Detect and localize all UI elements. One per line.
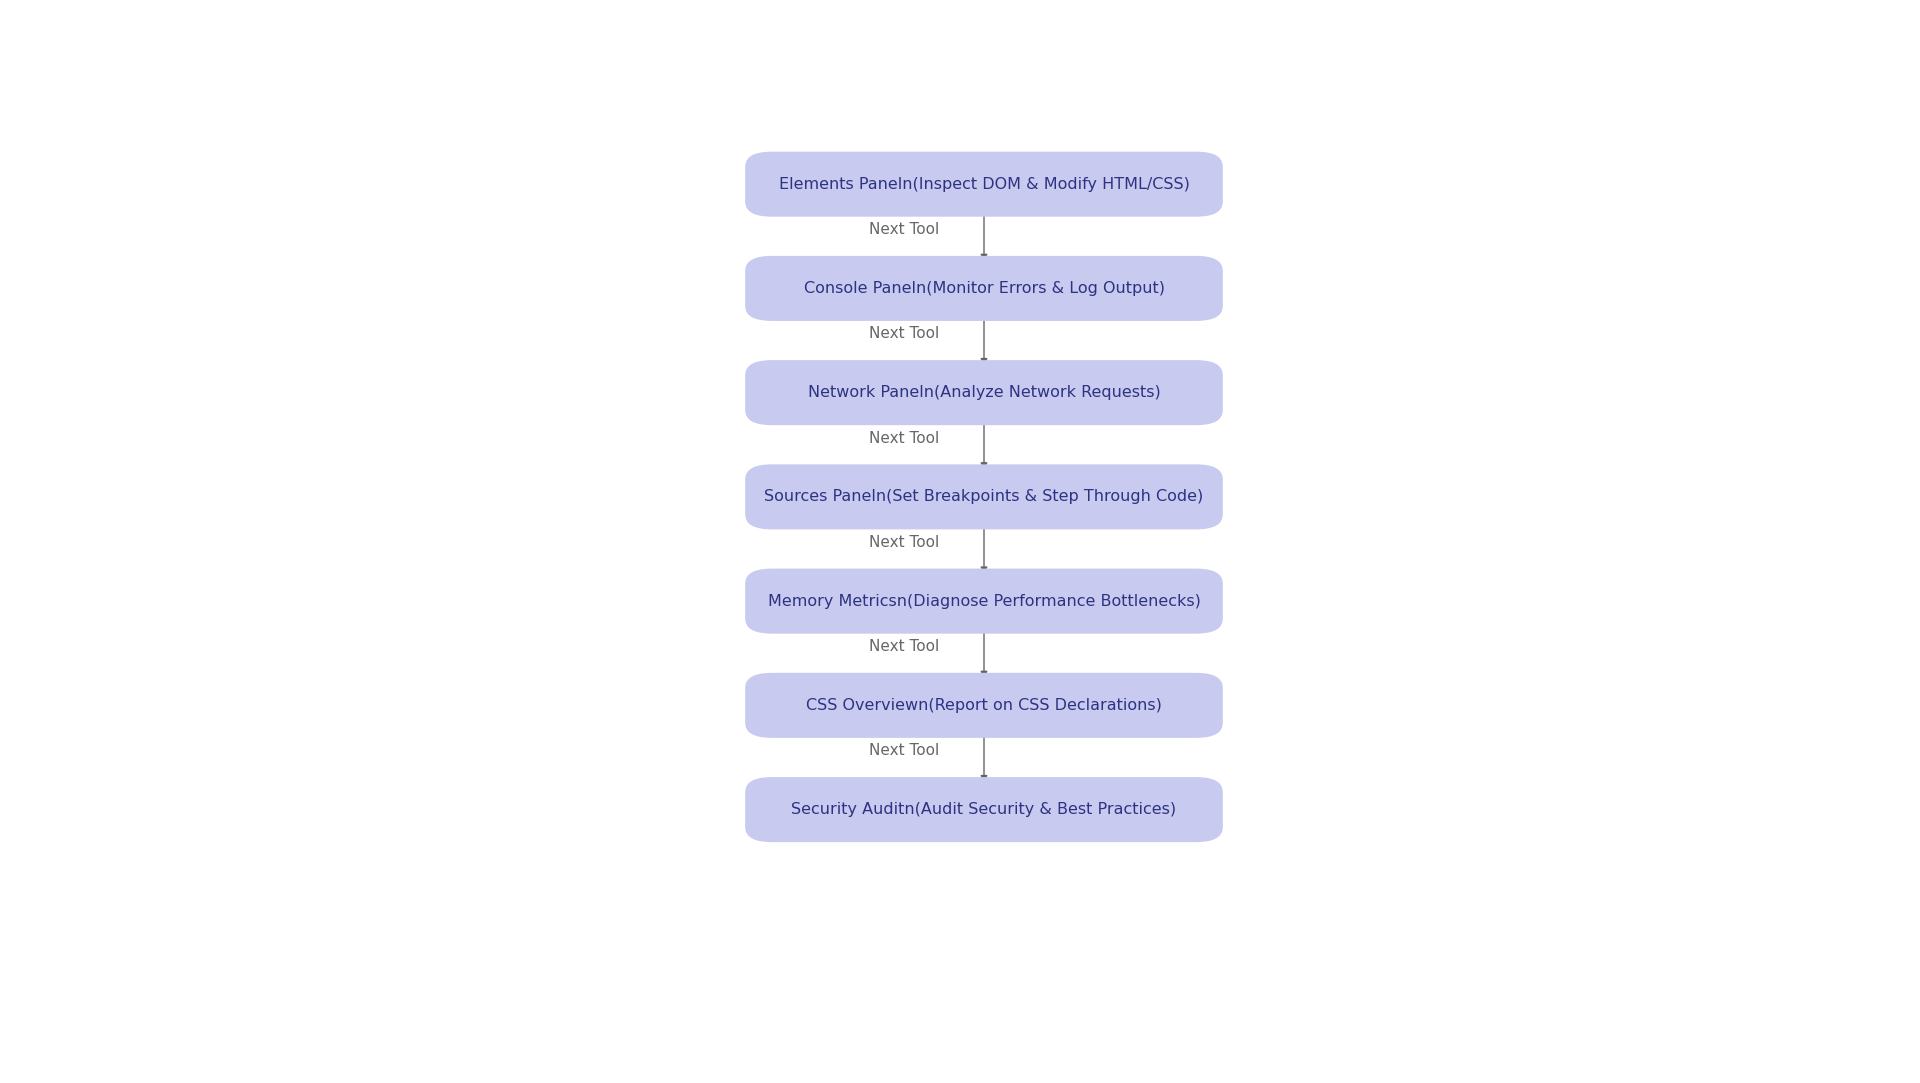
FancyBboxPatch shape: [745, 256, 1223, 321]
Text: Next Tool: Next Tool: [870, 326, 939, 341]
Text: Next Tool: Next Tool: [870, 743, 939, 758]
Text: Security Auditn(Audit Security & Best Practices): Security Auditn(Audit Security & Best Pr…: [791, 803, 1177, 817]
Text: Next Tool: Next Tool: [870, 535, 939, 550]
Text: Next Tool: Next Tool: [870, 222, 939, 237]
FancyBboxPatch shape: [745, 569, 1223, 634]
FancyBboxPatch shape: [745, 673, 1223, 738]
FancyBboxPatch shape: [745, 361, 1223, 426]
Text: Sources Paneln(Set Breakpoints & Step Through Code): Sources Paneln(Set Breakpoints & Step Th…: [764, 490, 1204, 505]
FancyBboxPatch shape: [745, 778, 1223, 843]
Text: CSS Overviewn(Report on CSS Declarations): CSS Overviewn(Report on CSS Declarations…: [806, 697, 1162, 713]
Text: Next Tool: Next Tool: [870, 639, 939, 654]
Text: Network Paneln(Analyze Network Requests): Network Paneln(Analyze Network Requests): [808, 386, 1160, 400]
Text: Next Tool: Next Tool: [870, 431, 939, 445]
Text: Memory Metricsn(Diagnose Performance Bottlenecks): Memory Metricsn(Diagnose Performance Bot…: [768, 593, 1200, 609]
FancyBboxPatch shape: [745, 152, 1223, 217]
FancyBboxPatch shape: [745, 465, 1223, 530]
Text: Console Paneln(Monitor Errors & Log Output): Console Paneln(Monitor Errors & Log Outp…: [803, 280, 1165, 296]
Text: Elements Paneln(Inspect DOM & Modify HTML/CSS): Elements Paneln(Inspect DOM & Modify HTM…: [780, 177, 1188, 192]
